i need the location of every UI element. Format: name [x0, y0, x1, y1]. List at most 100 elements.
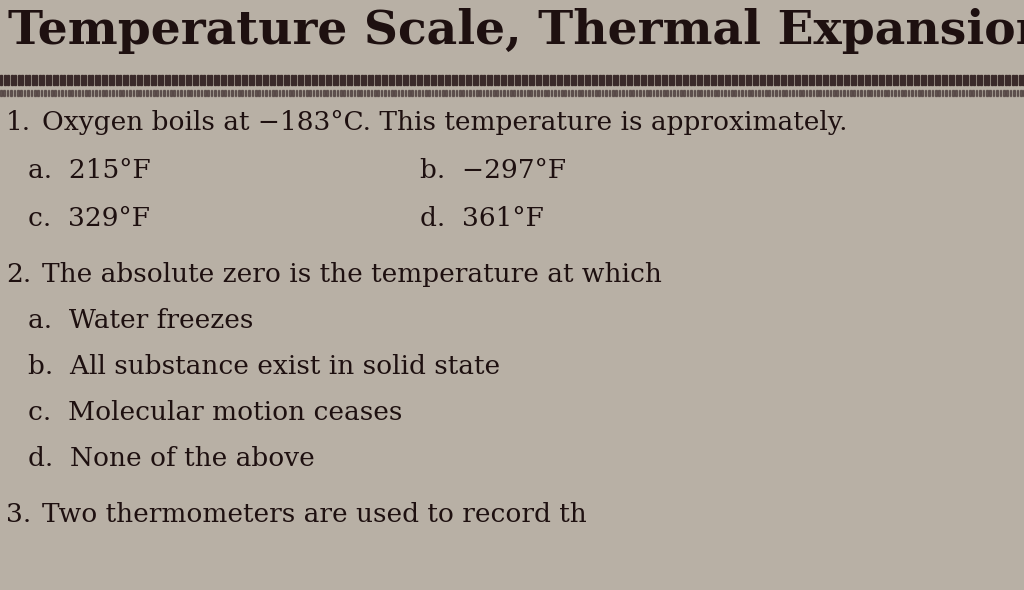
Bar	[234, 90, 237, 96]
Bar	[59, 75, 61, 85]
Bar	[623, 90, 624, 96]
Bar	[91, 75, 93, 85]
Bar	[52, 75, 54, 85]
Bar	[906, 75, 908, 85]
Bar	[455, 75, 457, 85]
Bar	[564, 90, 566, 96]
Bar	[546, 75, 548, 85]
Bar	[340, 75, 341, 85]
Bar	[507, 90, 508, 96]
Bar	[879, 75, 881, 85]
Bar	[350, 75, 352, 85]
Bar	[472, 75, 474, 85]
Bar	[903, 75, 905, 85]
Bar	[598, 75, 600, 85]
Bar	[218, 90, 219, 96]
Bar	[388, 75, 390, 85]
Bar	[616, 75, 618, 85]
Bar	[787, 75, 790, 85]
Bar	[394, 90, 396, 96]
Bar	[809, 90, 811, 96]
Bar	[391, 90, 392, 96]
Bar	[442, 90, 443, 96]
Bar	[987, 75, 989, 85]
Bar	[258, 90, 260, 96]
Bar	[760, 75, 762, 85]
Bar	[994, 75, 996, 85]
Bar	[252, 75, 254, 85]
Bar	[640, 75, 642, 85]
Bar	[168, 75, 170, 85]
Bar	[22, 75, 23, 85]
Bar	[469, 75, 471, 85]
Bar	[322, 75, 324, 85]
Bar	[844, 75, 846, 85]
Bar	[913, 75, 915, 85]
Bar	[777, 75, 779, 85]
Bar	[798, 75, 800, 85]
Bar	[592, 90, 593, 96]
Bar	[45, 75, 47, 85]
Bar	[309, 90, 311, 96]
Bar	[673, 90, 675, 96]
Bar	[418, 90, 420, 96]
Bar	[435, 90, 437, 96]
Bar	[894, 90, 896, 96]
Bar	[667, 90, 668, 96]
Bar	[165, 75, 167, 85]
Bar	[408, 90, 410, 96]
Bar	[864, 75, 866, 85]
Bar	[193, 75, 195, 85]
Bar	[513, 90, 515, 96]
Bar	[368, 75, 370, 85]
Bar	[553, 75, 555, 85]
Bar	[183, 90, 185, 96]
Bar	[459, 90, 461, 96]
Bar	[301, 75, 303, 85]
Bar	[466, 75, 468, 85]
Bar	[7, 75, 9, 85]
Bar	[714, 75, 716, 85]
Bar	[1019, 75, 1021, 85]
Bar	[753, 75, 755, 85]
Bar	[703, 90, 706, 96]
Bar	[161, 75, 163, 85]
Bar	[822, 75, 824, 85]
Bar	[806, 90, 807, 96]
Bar	[34, 90, 36, 96]
Bar	[997, 75, 999, 85]
Bar	[643, 90, 644, 96]
Bar	[126, 75, 128, 85]
Bar	[561, 90, 562, 96]
Bar	[560, 75, 562, 85]
Bar	[360, 75, 362, 85]
Bar	[392, 75, 394, 85]
Bar	[925, 90, 927, 96]
Bar	[3, 90, 5, 96]
Bar	[123, 75, 125, 85]
Bar	[81, 75, 83, 85]
Bar	[163, 90, 165, 96]
Bar	[676, 75, 678, 85]
Bar	[44, 90, 46, 96]
Bar	[70, 75, 72, 85]
Bar	[1020, 90, 1022, 96]
Bar	[494, 75, 496, 85]
Bar	[874, 75, 877, 85]
Bar	[280, 75, 282, 85]
Bar	[935, 75, 937, 85]
Bar	[327, 90, 328, 96]
Bar	[39, 75, 41, 85]
Bar	[262, 75, 264, 85]
Bar	[700, 90, 702, 96]
Bar	[518, 75, 520, 85]
Bar	[556, 75, 558, 85]
Bar	[242, 75, 244, 85]
Bar	[224, 90, 226, 96]
Bar	[469, 90, 471, 96]
Bar	[132, 90, 134, 96]
Bar	[147, 75, 150, 85]
Bar	[588, 75, 590, 85]
Bar	[585, 90, 587, 96]
Bar	[456, 90, 457, 96]
